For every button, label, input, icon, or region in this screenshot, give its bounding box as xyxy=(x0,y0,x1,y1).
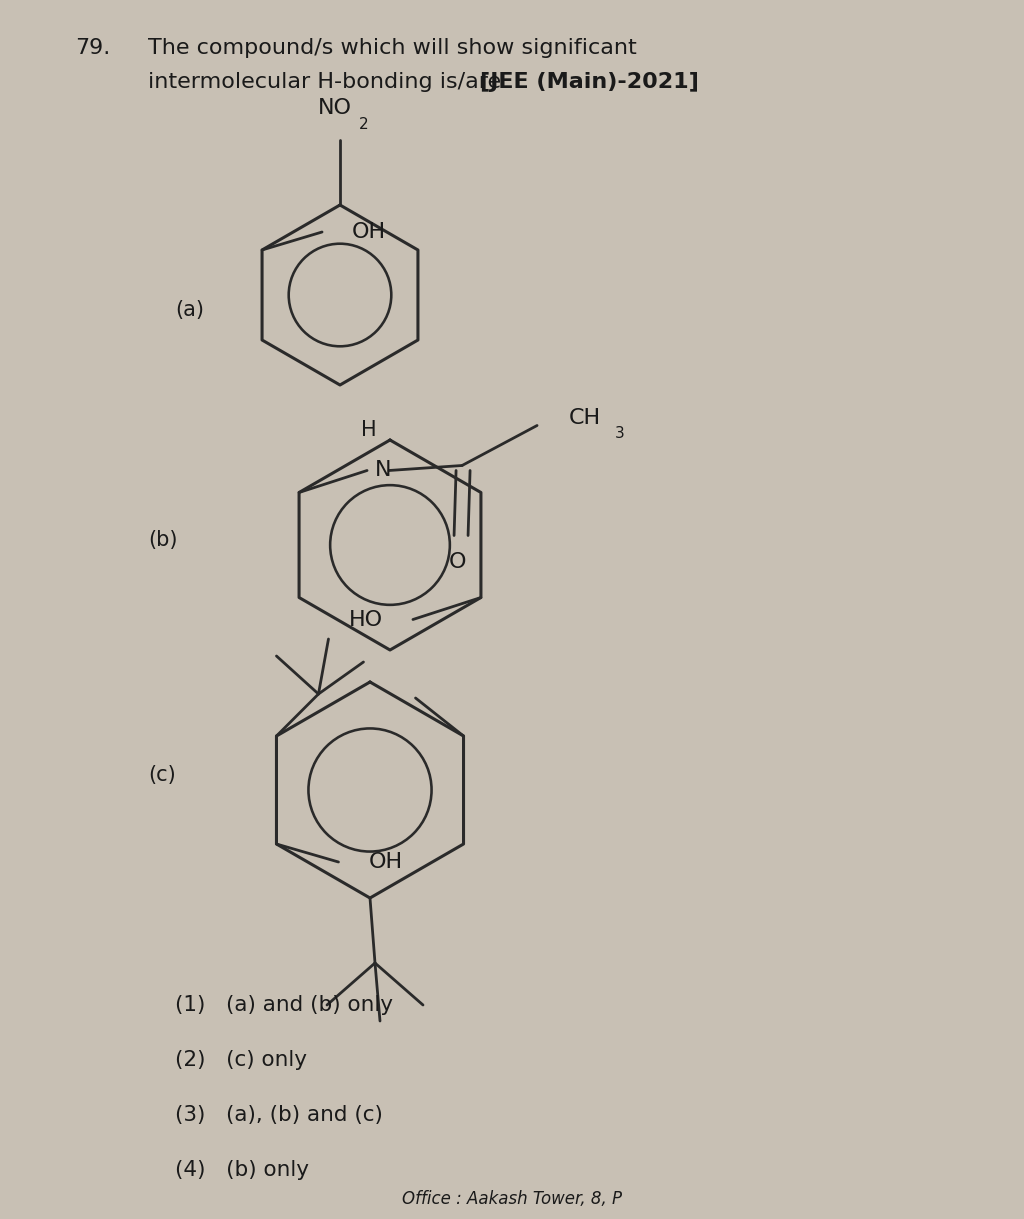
Text: 2: 2 xyxy=(359,117,369,132)
Text: (b): (b) xyxy=(148,530,177,550)
Text: (1)   (a) and (b) only: (1) (a) and (b) only xyxy=(175,995,393,1015)
Text: CH: CH xyxy=(569,407,601,428)
Text: (4)   (b) only: (4) (b) only xyxy=(175,1160,309,1180)
Text: 3: 3 xyxy=(615,425,625,441)
Text: NO: NO xyxy=(318,98,352,118)
Text: O: O xyxy=(449,552,466,573)
Text: Office : Aakash Tower, 8, P: Office : Aakash Tower, 8, P xyxy=(402,1190,622,1208)
Text: N: N xyxy=(375,461,391,480)
Text: 79.: 79. xyxy=(75,38,111,59)
Text: OH: OH xyxy=(369,852,402,872)
Text: (2)   (c) only: (2) (c) only xyxy=(175,1050,307,1070)
Text: OH: OH xyxy=(352,222,386,243)
Text: (3)   (a), (b) and (c): (3) (a), (b) and (c) xyxy=(175,1104,383,1125)
Text: HO: HO xyxy=(349,610,383,629)
Text: H: H xyxy=(361,421,377,440)
Text: [JEE (Main)-2021]: [JEE (Main)-2021] xyxy=(480,72,698,91)
Text: intermolecular H-bonding is/are: intermolecular H-bonding is/are xyxy=(148,72,508,91)
Text: The compound/s which will show significant: The compound/s which will show significa… xyxy=(148,38,637,59)
Text: (c): (c) xyxy=(148,766,176,785)
Text: (a): (a) xyxy=(175,300,204,321)
